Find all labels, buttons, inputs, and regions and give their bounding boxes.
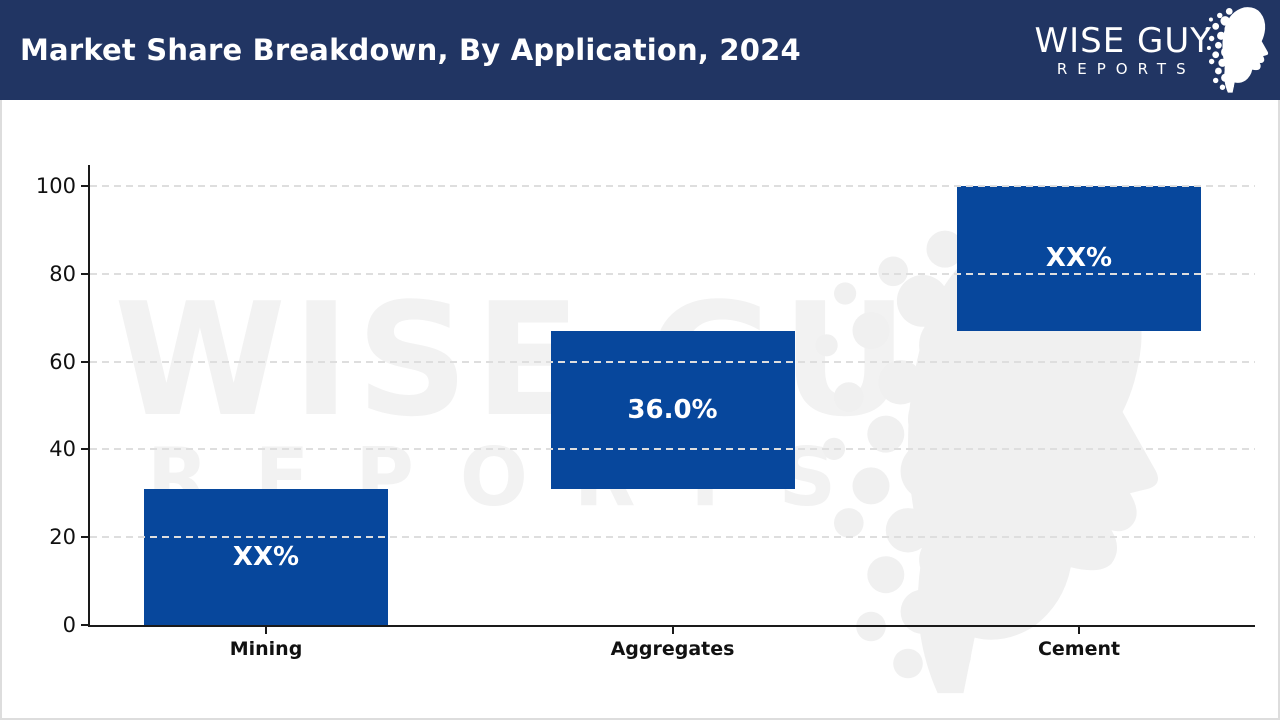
gridline-100 xyxy=(90,185,1255,188)
brand-name: WISE GUY xyxy=(1034,20,1212,61)
gridline-60 xyxy=(90,360,1255,363)
gridline-80 xyxy=(90,272,1255,275)
x-category-label: Cement xyxy=(1037,638,1121,660)
x-category-label: Aggregates xyxy=(610,638,735,660)
bar-aggregates xyxy=(550,330,795,489)
x-tick-mark xyxy=(1078,627,1080,634)
brand-logo: WISE GUY REPORTS xyxy=(1034,6,1274,94)
brand-text: WISE GUY REPORTS xyxy=(1034,24,1212,77)
y-tick-mark xyxy=(81,272,89,275)
y-tick-mark xyxy=(81,624,89,626)
bar-mining xyxy=(144,488,388,625)
x-tick-mark xyxy=(671,627,674,634)
y-tick-mark xyxy=(81,448,89,451)
page-title: Market Share Breakdown, By Application, … xyxy=(20,33,801,67)
x-axis-spine xyxy=(88,625,1255,627)
x-category-label: Mining xyxy=(229,638,303,660)
y-tick-mark xyxy=(81,536,89,539)
bar-value-label: XX% xyxy=(1045,243,1113,274)
bar-value-label: XX% xyxy=(232,541,300,572)
y-tick-label: 60 xyxy=(49,349,76,374)
chart-area: WISE GUY REPORTS 020406080100XX%Mining36… xyxy=(0,100,1280,720)
y-tick-mark xyxy=(81,360,89,363)
y-tick-label: 20 xyxy=(49,525,76,550)
y-axis-spine xyxy=(88,165,90,627)
x-tick-mark xyxy=(265,627,267,634)
y-tick-label: 80 xyxy=(49,261,76,286)
gridline-40 xyxy=(90,448,1255,451)
y-tick-label: 100 xyxy=(35,174,76,199)
y-tick-label: 40 xyxy=(49,437,76,462)
y-tick-label: 0 xyxy=(62,613,76,637)
gridline-20 xyxy=(90,536,1255,539)
header-bar: Market Share Breakdown, By Application, … xyxy=(0,0,1280,100)
y-tick-mark xyxy=(81,185,89,188)
bar-value-label: 36.0% xyxy=(627,394,718,425)
brand-subtitle: REPORTS xyxy=(1056,59,1196,78)
